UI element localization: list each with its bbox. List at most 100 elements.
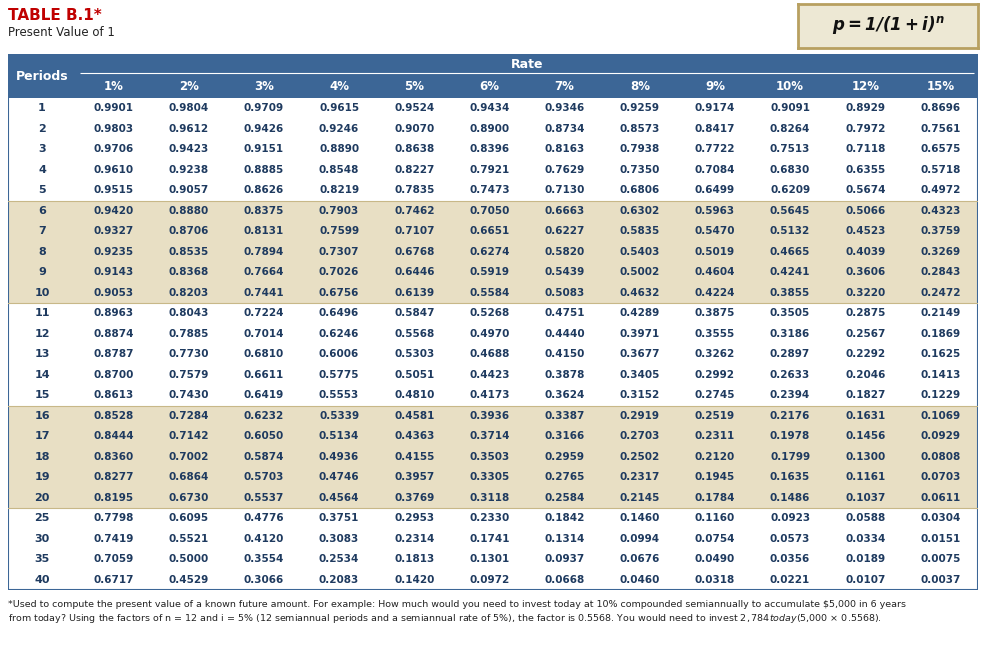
Text: 0.8880: 0.8880 [169,206,209,215]
Text: 3: 3 [38,144,45,154]
Text: 0.5268: 0.5268 [469,308,510,318]
Bar [8,201,978,221]
Text: 0.6496: 0.6496 [318,308,359,318]
Text: 0.9346: 0.9346 [544,103,585,113]
Bar [8,262,978,282]
Text: 0.1229: 0.1229 [920,390,960,400]
Text: 0.0075: 0.0075 [920,554,960,564]
Text: 0.4936: 0.4936 [318,452,359,461]
Text: 0.4241: 0.4241 [770,267,810,277]
Text: 0.7798: 0.7798 [94,513,134,523]
Text: 0.2519: 0.2519 [695,411,735,421]
Text: 6%: 6% [479,80,500,93]
Text: 0.1799: 0.1799 [770,452,810,461]
Text: 0.2745: 0.2745 [695,390,736,400]
Bar [302,76,377,98]
Bar [8,406,978,426]
Text: 0.8885: 0.8885 [244,165,284,175]
Text: 0.6302: 0.6302 [619,206,660,215]
Text: 0.3405: 0.3405 [619,370,660,380]
Text: 0.7441: 0.7441 [244,288,284,298]
Bar [8,344,978,365]
Text: 0.9327: 0.9327 [94,227,134,236]
Text: 0.7473: 0.7473 [469,185,510,195]
Text: 0.7107: 0.7107 [394,227,435,236]
Text: 0.7142: 0.7142 [169,431,209,441]
Text: 0.9426: 0.9426 [244,124,284,134]
Text: 2: 2 [38,124,46,134]
Text: 0.4972: 0.4972 [920,185,960,195]
Text: 0.4289: 0.4289 [619,308,660,318]
Bar [8,221,978,241]
Text: 0.5775: 0.5775 [318,370,359,380]
Text: 2%: 2% [178,80,199,93]
Bar [8,241,978,262]
Text: 0.0490: 0.0490 [695,554,735,564]
Text: 0.1037: 0.1037 [845,493,885,503]
Text: 0.1413: 0.1413 [920,370,960,380]
Text: 0.3855: 0.3855 [770,288,810,298]
Text: 0.8375: 0.8375 [244,206,284,215]
Text: 15: 15 [35,390,49,400]
Text: 0.5439: 0.5439 [544,267,585,277]
Text: 11: 11 [35,308,49,318]
Text: 0.0994: 0.0994 [619,533,660,544]
Text: 0.9091: 0.9091 [770,103,810,113]
Text: 0.2633: 0.2633 [770,370,810,380]
Text: 0.0611: 0.0611 [920,493,960,503]
Text: 0.2394: 0.2394 [770,390,810,400]
Text: 0.6355: 0.6355 [845,165,885,175]
Text: 0.4039: 0.4039 [845,247,885,257]
Text: 18: 18 [35,452,49,461]
Text: 0.1486: 0.1486 [770,493,810,503]
Text: 0.4632: 0.4632 [619,288,660,298]
Text: 30: 30 [35,533,49,544]
Text: 0.4751: 0.4751 [544,308,585,318]
Text: 0.3152: 0.3152 [619,390,660,400]
Text: 35: 35 [35,554,49,564]
Text: 0.7885: 0.7885 [169,329,209,339]
Text: 0.1813: 0.1813 [394,554,435,564]
Text: 0.7599: 0.7599 [319,227,359,236]
Text: 0.1300: 0.1300 [845,452,885,461]
Bar [76,54,978,76]
Bar [8,570,978,590]
Text: 0.4746: 0.4746 [318,472,359,482]
Text: 0.6499: 0.6499 [695,185,735,195]
Text: 12%: 12% [851,80,880,93]
Text: Present Value of 1: Present Value of 1 [8,26,115,39]
Text: 0.7972: 0.7972 [845,124,885,134]
Text: 0.8264: 0.8264 [770,124,810,134]
Text: 0.3305: 0.3305 [469,472,510,482]
Text: 0.1635: 0.1635 [770,472,810,482]
Text: 0.0923: 0.0923 [770,513,810,523]
Bar [8,282,978,303]
Text: 0.6006: 0.6006 [318,349,359,360]
Text: 0.7921: 0.7921 [469,165,510,175]
Text: 0.8444: 0.8444 [94,431,134,441]
Text: 0.7462: 0.7462 [394,206,435,215]
Text: 0.5568: 0.5568 [394,329,435,339]
Text: 0.2317: 0.2317 [619,472,660,482]
Text: 0.6050: 0.6050 [244,431,284,441]
Text: 0.5847: 0.5847 [394,308,435,318]
Text: 7: 7 [38,227,46,236]
Text: 0.7513: 0.7513 [770,144,810,154]
Text: 0.2083: 0.2083 [318,575,359,585]
Text: 0.5134: 0.5134 [318,431,359,441]
Text: 0.9803: 0.9803 [94,124,134,134]
Text: 0.8396: 0.8396 [469,144,510,154]
Text: 0.1945: 0.1945 [695,472,735,482]
Text: 0.1160: 0.1160 [695,513,735,523]
Text: 0.7894: 0.7894 [244,247,284,257]
Text: 0.8535: 0.8535 [169,247,209,257]
Text: 0.0929: 0.0929 [920,431,960,441]
Text: 0.5820: 0.5820 [544,247,585,257]
Text: 1%: 1% [104,80,123,93]
Text: 0.2584: 0.2584 [544,493,585,503]
Text: 0.7730: 0.7730 [169,349,209,360]
Text: 0.0937: 0.0937 [544,554,585,564]
Text: 0.4970: 0.4970 [469,329,510,339]
Text: 0.7284: 0.7284 [169,411,209,421]
Text: 0.6830: 0.6830 [770,165,810,175]
